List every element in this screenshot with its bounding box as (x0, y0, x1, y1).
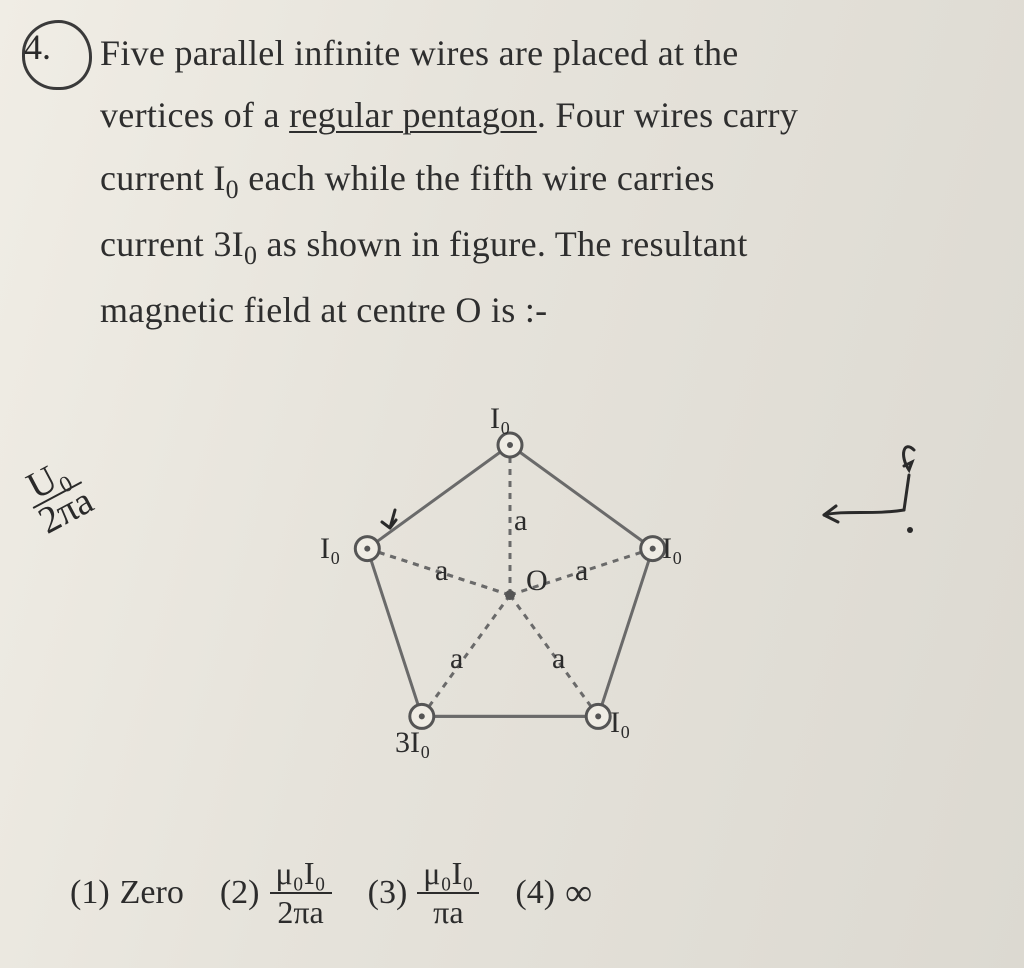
option-3-frac: μ₀I₀ πa (417, 857, 479, 930)
handwriting-arrow-icon (804, 420, 954, 570)
q-line-4b: as shown in figure. The resultant (257, 224, 747, 264)
option-1-num: (1) (70, 874, 110, 912)
option-1: (1) Zero (70, 874, 184, 912)
option-2-frac: μ₀I₀ 2πa (270, 857, 332, 930)
option-4-num: (4) (515, 874, 555, 912)
option-4-text: ∞ (565, 871, 592, 915)
option-3: (3) μ₀I₀ πa (368, 857, 480, 930)
option-3-num: (3) (368, 874, 408, 912)
label-v-ur: I₀ (662, 532, 682, 565)
label-a-3: a (552, 642, 565, 675)
label-a-4: a (450, 642, 463, 675)
option-2-num: (2) (220, 874, 260, 912)
label-v-top: I₀ (490, 402, 510, 435)
q-line-2b: . Four wires carry (537, 95, 798, 135)
label-a-1: a (514, 504, 527, 537)
pentagon-diagram: I₀ I₀ I₀ 3I₀ I₀ O a a a a a (300, 380, 720, 800)
option-4: (4) ∞ (515, 871, 592, 915)
options-row: (1) Zero (2) μ₀I₀ 2πa (3) μ₀I₀ πa (4) ∞ (70, 857, 970, 930)
label-center: O (526, 564, 548, 597)
option-3-den: πa (433, 894, 463, 930)
q-line-1: Five parallel infinite wires are placed … (100, 33, 739, 73)
diagram-labels: I₀ I₀ I₀ 3I₀ I₀ O a a a a a (320, 402, 682, 759)
q-line-3b: each while the fifth wire carries (239, 158, 715, 198)
label-v-ll: 3I₀ (395, 726, 430, 759)
option-3-numr: μ₀I₀ (417, 857, 479, 895)
option-2-den: 2πa (277, 894, 323, 930)
page: 4. Five parallel infinite wires are plac… (0, 0, 1024, 968)
q-line-2a: vertices of a (100, 95, 289, 135)
q-underline: regular pentagon (289, 95, 537, 135)
label-a-2: a (575, 554, 588, 587)
handwriting-left: U₀ 2πa (17, 451, 99, 539)
q-sub-1: 0 (226, 175, 239, 204)
option-2-numr: μ₀I₀ (270, 857, 332, 895)
q-line-3a: current I (100, 158, 226, 198)
question-number: 4. (24, 26, 51, 68)
q-line-4a: current 3I (100, 224, 244, 264)
q-line-5: magnetic field at centre O is :- (100, 290, 547, 330)
question-text: Five parallel infinite wires are placed … (100, 24, 980, 343)
label-v-lr: I₀ (610, 706, 630, 739)
hand-tick-icon (382, 510, 396, 528)
label-v-ul: I₀ (320, 532, 340, 565)
option-2: (2) μ₀I₀ 2πa (220, 857, 332, 930)
option-1-text: Zero (120, 874, 184, 912)
label-a-5: a (435, 554, 448, 587)
q-sub-2: 0 (244, 241, 257, 270)
